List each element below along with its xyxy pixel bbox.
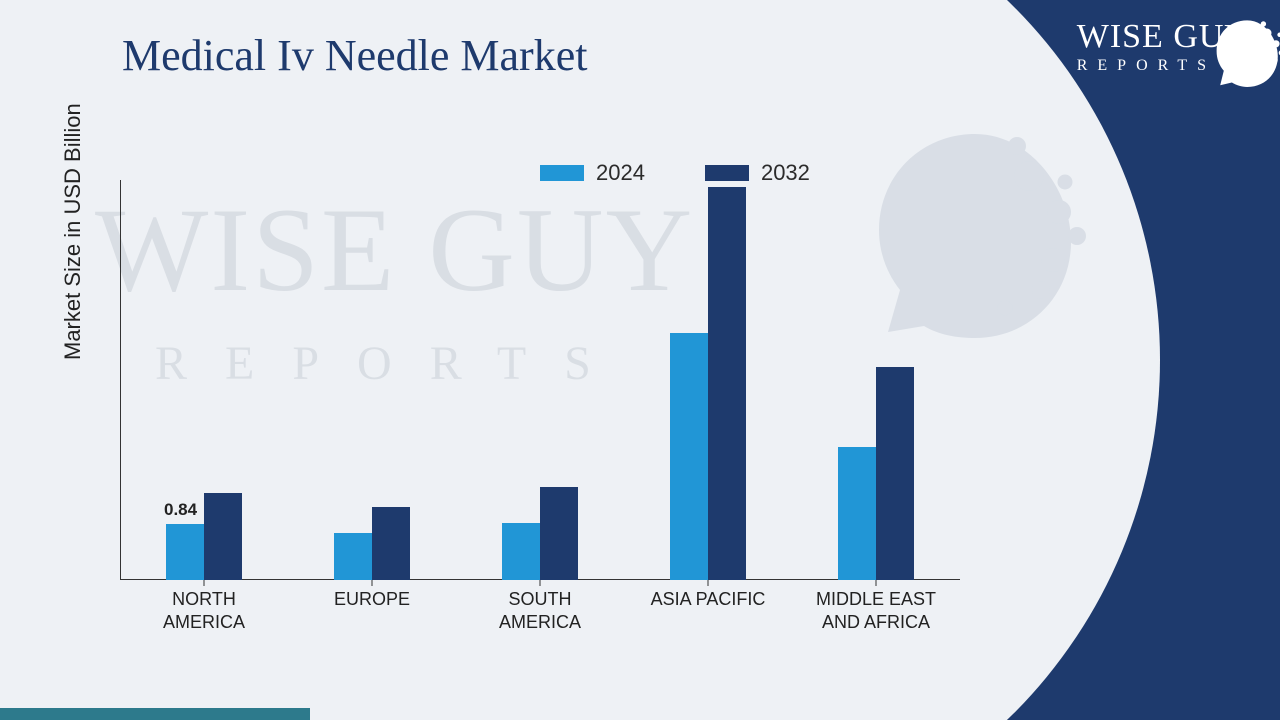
bar-group: SOUTH AMERICA xyxy=(502,487,578,580)
bar xyxy=(204,493,242,580)
x-tick xyxy=(372,580,373,586)
x-tick xyxy=(876,580,877,586)
bar xyxy=(166,524,204,580)
brand-head-icon xyxy=(1195,15,1280,105)
bar xyxy=(876,367,914,580)
bar-chart: 0.84NORTH AMERICA EUROPE SOUTH AMERICA ASIA… xyxy=(120,180,960,580)
bar xyxy=(334,533,372,580)
bar-group: MIDDLE EAST AND AFRICA xyxy=(838,367,914,580)
y-axis-label: Market Size in USD Billion xyxy=(60,103,86,360)
bottom-accent-strip xyxy=(0,708,310,720)
category-label: SOUTH AMERICA xyxy=(470,588,610,633)
legend-swatch-2024 xyxy=(540,165,584,181)
bar xyxy=(540,487,578,580)
bar xyxy=(502,523,540,580)
bar-group: 0.84NORTH AMERICA xyxy=(166,493,242,580)
bar xyxy=(838,447,876,580)
bar-value-label: 0.84 xyxy=(164,500,197,520)
x-tick xyxy=(204,580,205,586)
category-label: NORTH AMERICA xyxy=(134,588,274,633)
chart-title: Medical Iv Needle Market xyxy=(122,30,587,81)
category-label: EUROPE xyxy=(302,588,442,611)
x-tick xyxy=(540,580,541,586)
x-tick xyxy=(708,580,709,586)
bar xyxy=(670,333,708,580)
category-label: MIDDLE EAST AND AFRICA xyxy=(806,588,946,633)
legend-swatch-2032 xyxy=(705,165,749,181)
bar xyxy=(372,507,410,580)
bar xyxy=(708,187,746,580)
bar-group: EUROPE xyxy=(334,507,410,580)
category-label: ASIA PACIFIC xyxy=(638,588,778,611)
bar-group: ASIA PACIFIC xyxy=(670,187,746,580)
bar-groups: 0.84NORTH AMERICA EUROPE SOUTH AMERICA ASIA… xyxy=(120,180,960,580)
